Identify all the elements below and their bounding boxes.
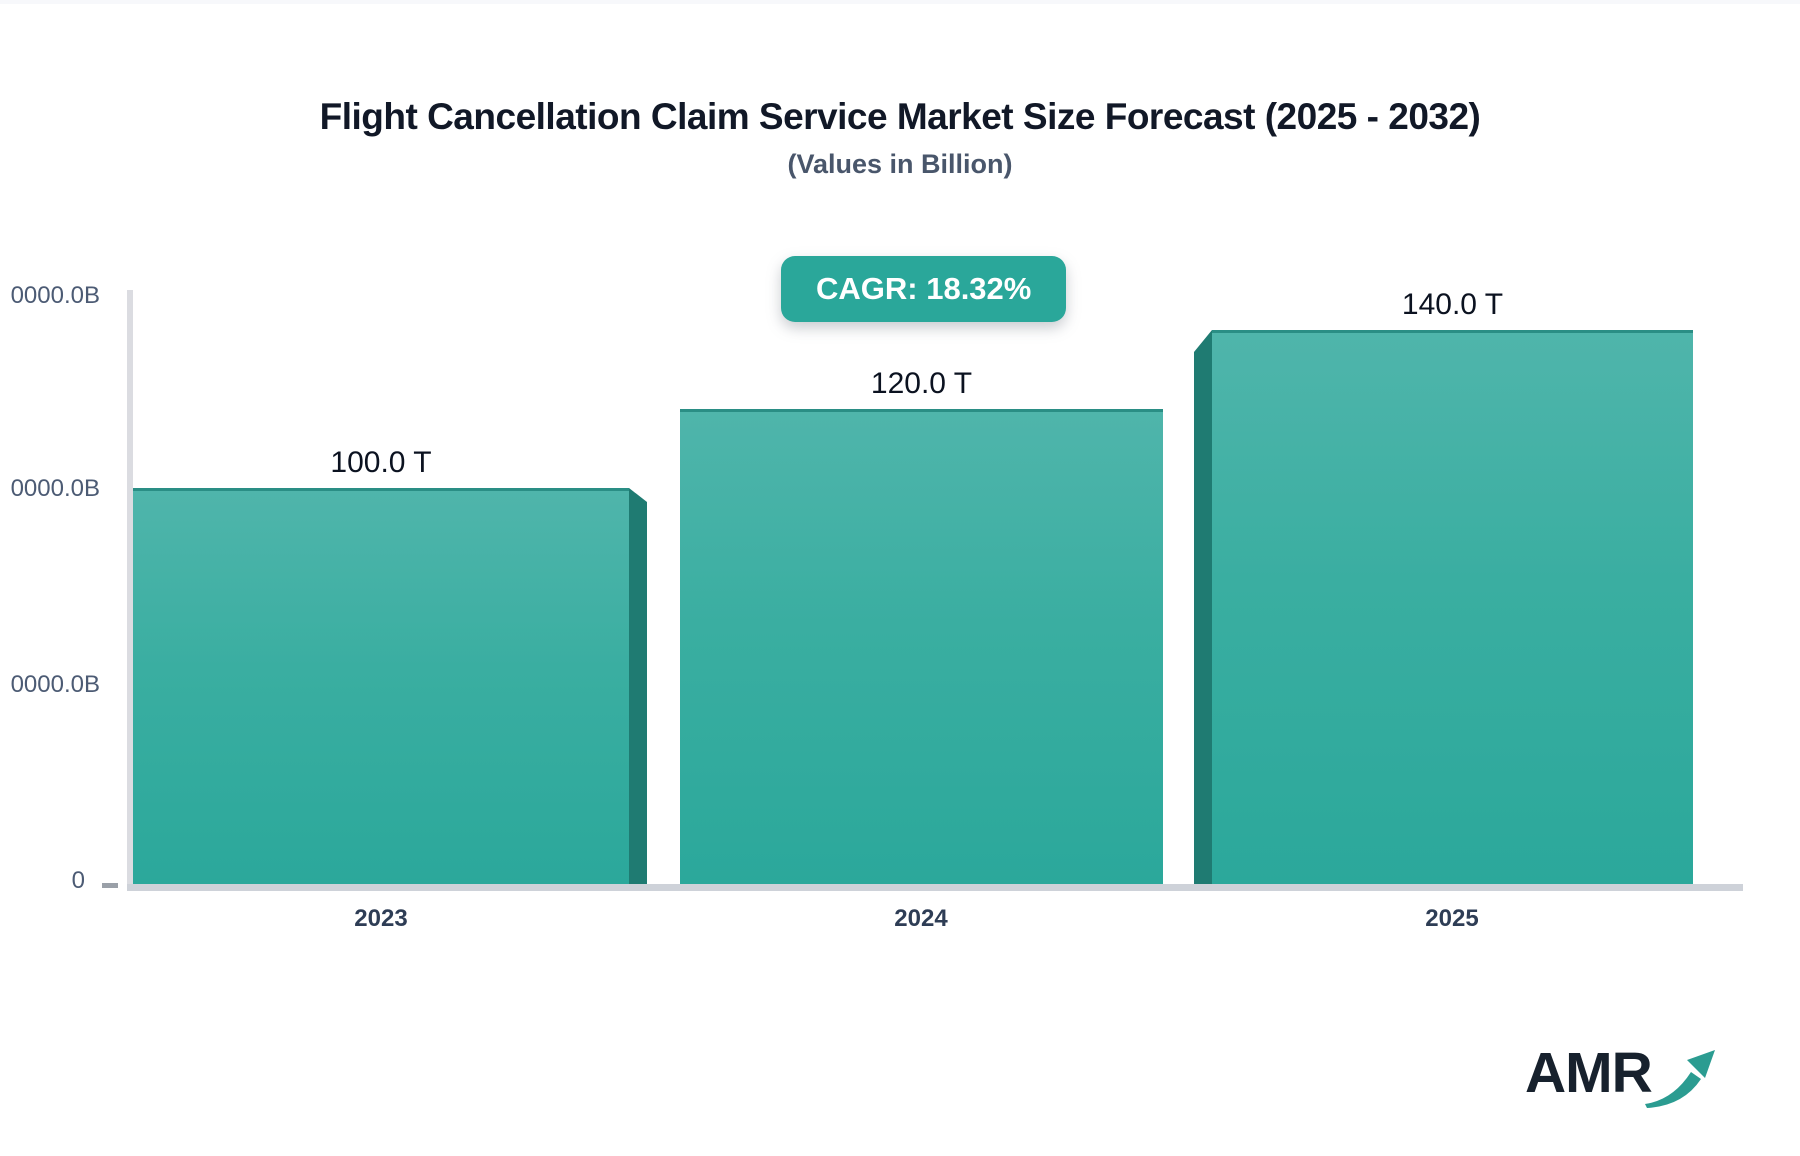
y-tick-label-50000: 0000.0B xyxy=(10,671,100,698)
bar-2023-value-label: 100.0 T xyxy=(330,446,432,479)
bar-2023-3d-side xyxy=(629,488,647,884)
y-tick-label-150000: 0000.0B xyxy=(10,282,100,309)
x-axis-line xyxy=(127,884,1743,891)
amr-logo: AMR xyxy=(1525,1038,1715,1113)
bar-2024: 120.0 T xyxy=(680,367,1163,884)
top-border-strip xyxy=(0,0,1800,4)
bar-2025-fill xyxy=(1212,330,1693,884)
chart-subtitle: (Values in Billion) xyxy=(787,149,1013,179)
bar-2023-fill xyxy=(133,488,629,884)
amr-logo-arrow-icon xyxy=(1645,1050,1715,1108)
x-axis-label-2025: 2025 xyxy=(1425,905,1479,932)
y-tick-label-zero: 0 xyxy=(71,867,85,894)
bar-2025: 140.0 T xyxy=(1194,288,1693,884)
bar-2024-value-label: 120.0 T xyxy=(870,367,973,400)
cagr-badge: CAGR: 18.32% xyxy=(781,256,1067,322)
bar-2025-3d-side xyxy=(1194,330,1212,884)
bar-2025-value-label: 140.0 T xyxy=(1401,288,1504,321)
chart-title: Flight Cancellation Claim Service Market… xyxy=(319,96,1481,137)
x-axis-label-2023: 2023 xyxy=(354,905,408,932)
zero-tick-mark xyxy=(102,883,118,888)
y-tick-label-100000: 0000.0B xyxy=(10,475,100,502)
bar-2024-fill xyxy=(680,409,1163,884)
amr-logo-text: AMR xyxy=(1525,1041,1653,1105)
x-axis-label-2024: 2024 xyxy=(894,905,948,932)
bar-2023: 100.0 T xyxy=(133,446,647,884)
y-axis-line xyxy=(127,290,133,891)
